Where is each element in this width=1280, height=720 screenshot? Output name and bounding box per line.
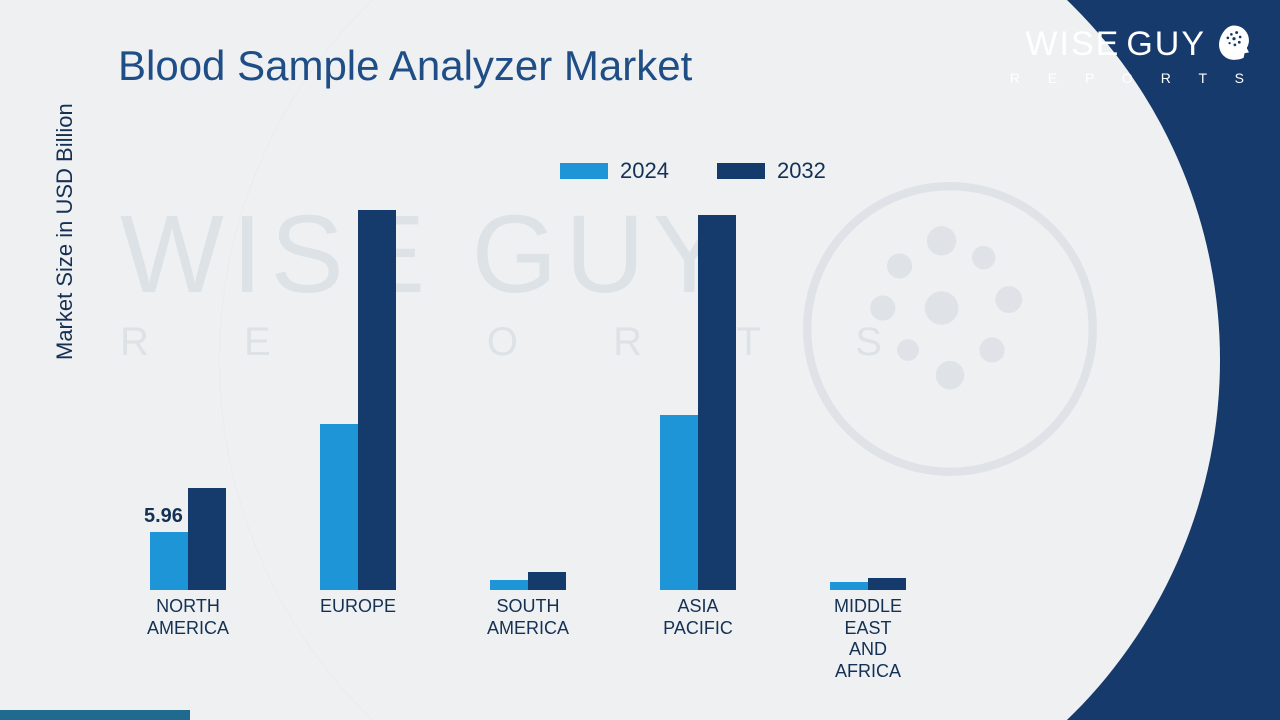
bar-2024 [830,582,868,590]
bar-group: 5.96 [150,488,226,590]
bar-value-label: 5.96 [144,505,183,528]
brand-logo: WISE GUY R E P O R T S [1010,22,1256,86]
chart-card: WISE GUY R E P O R T S Blood Sample Anal… [0,0,1280,720]
legend: 2024 2032 [560,158,826,184]
brand-word-1: WISE [1025,27,1120,61]
brand-head-icon [1212,22,1256,66]
x-tick-label: EUROPE [303,596,413,618]
bar-2024 [320,424,358,590]
bar-2024 [150,532,188,590]
x-tick-label: NORTH AMERICA [133,596,243,639]
bar-group [320,210,396,590]
bar-group [660,215,736,590]
bar-2024 [490,580,528,590]
y-axis-label: Market Size in USD Billion [52,103,78,360]
bar-2024 [660,415,698,591]
bar-2032 [698,215,736,590]
legend-item-2032: 2032 [717,158,826,184]
bar-2032 [358,210,396,590]
legend-label-2032: 2032 [777,158,826,184]
brand-subtitle: R E P O R T S [1010,70,1256,86]
x-axis-labels: NORTH AMERICA EUROPE SOUTH AMERICA ASIA PAC… [100,592,930,702]
brand-word-2: GUY [1126,27,1206,61]
bar-group [490,572,566,590]
footer-accent-bar [0,710,190,720]
legend-item-2024: 2024 [560,158,669,184]
x-tick-label: ASIA PACIFIC [643,596,753,639]
legend-swatch-2032 [717,163,765,179]
legend-label-2024: 2024 [620,158,669,184]
x-tick-label: MIDDLE EAST AND AFRICA [813,596,923,682]
chart-title: Blood Sample Analyzer Market [118,42,692,90]
bar-group [830,578,906,590]
x-tick-label: SOUTH AMERICA [473,596,583,639]
bar-2032 [528,572,566,590]
legend-swatch-2024 [560,163,608,179]
bar-2032 [868,578,906,590]
bar-chart: 5.96 [100,200,930,590]
bar-2032 [188,488,226,590]
